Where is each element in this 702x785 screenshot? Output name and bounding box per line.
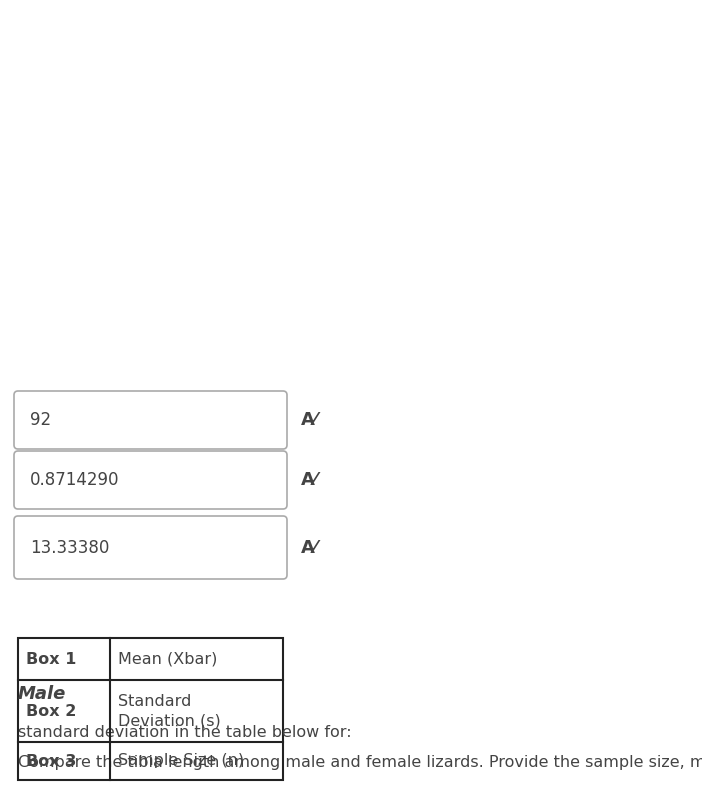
Text: Box 2: Box 2 bbox=[26, 703, 77, 718]
FancyBboxPatch shape bbox=[14, 451, 287, 509]
Text: Mean (Xbar): Mean (Xbar) bbox=[118, 652, 218, 666]
Text: A⁄: A⁄ bbox=[301, 411, 318, 429]
Text: Compare the tibia length among male and female lizards. Provide the sample size,: Compare the tibia length among male and … bbox=[18, 755, 702, 770]
Text: Box 3: Box 3 bbox=[26, 754, 77, 769]
Text: A⁄: A⁄ bbox=[301, 539, 318, 557]
Text: Male: Male bbox=[18, 685, 67, 703]
Text: Box 1: Box 1 bbox=[26, 652, 77, 666]
Text: Sample Size (n): Sample Size (n) bbox=[118, 754, 244, 769]
Text: 13.33380: 13.33380 bbox=[30, 539, 110, 557]
Text: Standard
Deviation (s): Standard Deviation (s) bbox=[118, 694, 220, 728]
Text: 0.8714290: 0.8714290 bbox=[30, 471, 119, 489]
Text: A⁄: A⁄ bbox=[301, 471, 318, 489]
Text: 92: 92 bbox=[30, 411, 51, 429]
FancyBboxPatch shape bbox=[14, 391, 287, 449]
Bar bbox=[18, 638, 283, 780]
Text: standard deviation in the table below for:: standard deviation in the table below fo… bbox=[18, 725, 352, 740]
FancyBboxPatch shape bbox=[14, 516, 287, 579]
